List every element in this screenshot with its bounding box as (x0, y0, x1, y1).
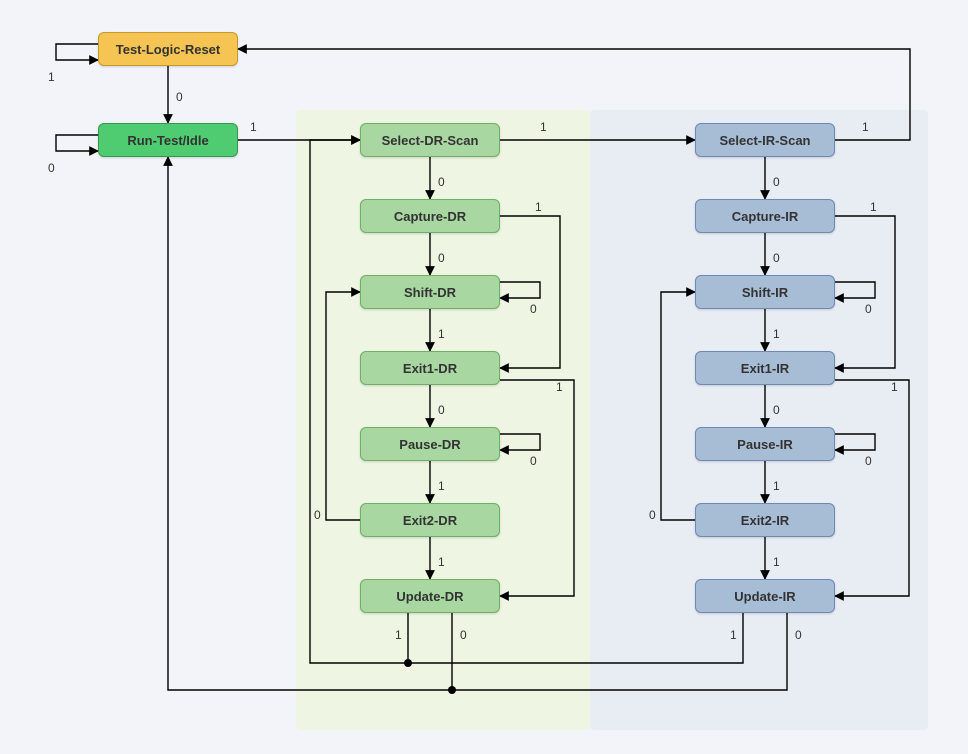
edge-label-pir-e2ir: 1 (773, 479, 780, 493)
edge-tlr-self (56, 44, 98, 60)
node-udr: Update-DR (360, 579, 500, 613)
edge-label-e2dr-shdr: 0 (314, 508, 321, 522)
node-e1dr: Exit1-DR (360, 351, 500, 385)
node-label-e2ir: Exit2-IR (741, 513, 789, 528)
edge-label-e1ir-uir: 1 (891, 380, 898, 394)
node-e1ir: Exit1-IR (695, 351, 835, 385)
edge-label-e2dr-udr: 1 (438, 555, 445, 569)
node-label-cir: Capture-IR (732, 209, 798, 224)
edge-label-pir-self: 0 (865, 454, 872, 468)
node-pir: Pause-IR (695, 427, 835, 461)
node-label-tlr: Test-Logic-Reset (116, 42, 221, 57)
node-e2ir: Exit2-IR (695, 503, 835, 537)
node-e2dr: Exit2-DR (360, 503, 500, 537)
node-sir: Select-IR-Scan (695, 123, 835, 157)
edge-label-udr-rti: 0 (460, 628, 467, 642)
node-label-e1dr: Exit1-DR (403, 361, 457, 376)
edge-label-e2ir-uir: 1 (773, 555, 780, 569)
node-label-rti: Run-Test/Idle (127, 133, 208, 148)
node-label-sir: Select-IR-Scan (719, 133, 810, 148)
node-label-udr: Update-DR (396, 589, 463, 604)
node-sdr: Select-DR-Scan (360, 123, 500, 157)
node-label-pdr: Pause-DR (399, 437, 460, 452)
edge-label-rti-sdr: 1 (250, 120, 257, 134)
edge-label-cdr-shdr: 0 (438, 251, 445, 265)
node-shdr: Shift-DR (360, 275, 500, 309)
edge-label-uir-rti: 0 (795, 628, 802, 642)
node-label-shdr: Shift-DR (404, 285, 456, 300)
node-rti: Run-Test/Idle (98, 123, 238, 157)
edge-label-sir-cir: 0 (773, 175, 780, 189)
edge-label-e2ir-shir: 0 (649, 508, 656, 522)
node-label-shir: Shift-IR (742, 285, 788, 300)
edge-label-e1dr-pdr: 0 (438, 403, 445, 417)
diagram-canvas: Test-Logic-Reset Run-Test/Idle Select-DR-S… (0, 0, 968, 754)
node-label-cdr: Capture-DR (394, 209, 466, 224)
node-label-sdr: Select-DR-Scan (382, 133, 479, 148)
edge-label-rti-self: 0 (48, 161, 55, 175)
node-uir: Update-IR (695, 579, 835, 613)
node-label-uir: Update-IR (734, 589, 795, 604)
node-tlr: Test-Logic-Reset (98, 32, 238, 66)
node-cdr: Capture-DR (360, 199, 500, 233)
edge-label-e1ir-pir: 0 (773, 403, 780, 417)
edge-label-cir-e1ir: 1 (870, 200, 877, 214)
edge-label-sir-tlr: 1 (862, 120, 869, 134)
edge-label-sdr-cdr: 0 (438, 175, 445, 189)
node-label-e2dr: Exit2-DR (403, 513, 457, 528)
edge-label-e1dr-udr: 1 (556, 380, 563, 394)
edge-label-cir-shir: 0 (773, 251, 780, 265)
node-label-e1ir: Exit1-IR (741, 361, 789, 376)
edge-label-sdr-sir: 1 (540, 120, 547, 134)
edge-label-shir-e1ir: 1 (773, 327, 780, 341)
edge-label-tlr-self: 1 (48, 70, 55, 84)
edge-label-cdr-e1dr: 1 (535, 200, 542, 214)
edge-label-shir-self: 0 (865, 302, 872, 316)
node-label-pir: Pause-IR (737, 437, 793, 452)
edge-label-pdr-e2dr: 1 (438, 479, 445, 493)
edge-label-tlr-rti: 0 (176, 90, 183, 104)
node-pdr: Pause-DR (360, 427, 500, 461)
edge-label-uir-sdr: 1 (730, 628, 737, 642)
node-cir: Capture-IR (695, 199, 835, 233)
edge-rti-self (56, 135, 98, 151)
edge-label-shdr-e1dr: 1 (438, 327, 445, 341)
edge-label-udr-sdr: 1 (395, 628, 402, 642)
edge-label-shdr-self: 0 (530, 302, 537, 316)
edge-label-pdr-self: 0 (530, 454, 537, 468)
node-shir: Shift-IR (695, 275, 835, 309)
